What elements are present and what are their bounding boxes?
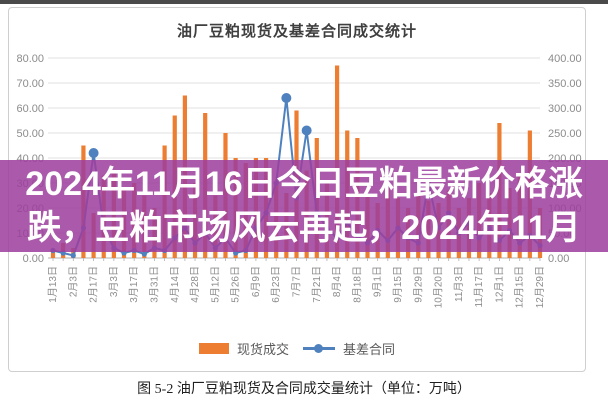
right-axis-tick: 300.00 — [548, 103, 582, 115]
x-axis-tick: 10月20日 — [433, 266, 445, 308]
left-axis-tick: 80.00 — [16, 53, 44, 65]
legend-label-basis: 基差合同 — [343, 342, 396, 357]
left-axis-tick: 70.00 — [16, 78, 44, 90]
left-axis-tick: 50.00 — [16, 128, 44, 140]
right-axis-tick: 350.00 — [548, 78, 582, 90]
marker — [70, 252, 76, 259]
x-axis-tick: 5月26日 — [230, 266, 242, 303]
x-axis-tick: 5月12日 — [209, 266, 221, 303]
x-axis-tick: 2月3日 — [67, 266, 79, 297]
left-axis-tick: 0.00 — [23, 253, 44, 265]
marker — [88, 148, 99, 158]
x-axis-tick: 9月29日 — [412, 266, 424, 303]
x-axis-tick: 6月23日 — [270, 266, 282, 303]
marker — [301, 125, 312, 136]
x-axis-tick: 9月15日 — [392, 266, 404, 303]
marker — [281, 93, 292, 103]
right-axis-tick: 250.00 — [548, 128, 582, 140]
x-axis-tick: 3月31日 — [148, 266, 160, 303]
headline-overlay: 2024年11月16日今日豆粕最新价格涨 跌，豆粕市场风云再起，2024年11月 — [0, 160, 608, 252]
bar-series-swatch — [198, 343, 229, 354]
legend-item-basis: 基差合同 — [303, 339, 395, 358]
x-axis-tick: 8月18日 — [351, 266, 363, 303]
legend-label-spot: 现货成交 — [236, 342, 289, 357]
x-axis-tick: 4月28日 — [189, 266, 201, 303]
left-axis-tick: 60.00 — [16, 103, 44, 115]
figure-caption: 图 5-2 油厂豆粕现货及合同成交量统计（单位：万吨） — [137, 382, 471, 397]
x-axis-tick: 2月17日 — [88, 266, 100, 303]
x-axis-tick: 7月21日 — [311, 266, 323, 303]
right-axis-tick: 0.00 — [548, 253, 569, 265]
x-axis-tick: 12月29日 — [534, 266, 546, 308]
x-axis-tick: 11月3日 — [453, 266, 465, 302]
x-axis-tick: 6月9日 — [250, 266, 262, 297]
x-axis-tick: 7月7日 — [291, 266, 303, 297]
right-axis-tick: 400.00 — [548, 53, 582, 65]
x-axis-tick: 3月3日 — [108, 266, 120, 297]
chart-legend: 现货成交 基差合同 — [8, 339, 586, 358]
headline-line-2: 跌，豆粕市场风云再起，2024年11月 — [27, 209, 581, 247]
x-axis-tick: 8月4日 — [331, 266, 343, 297]
x-axis-tick: 4月14日 — [169, 266, 181, 303]
browser-chrome-strip — [0, 0, 608, 4]
x-axis-tick: 12月1日 — [493, 266, 505, 303]
x-axis-tick: 11月17日 — [473, 266, 485, 308]
legend-item-spot: 现货成交 — [198, 339, 289, 358]
x-axis-tick: 9月1日 — [372, 266, 384, 297]
bar — [50, 250, 56, 258]
headline-line-1: 2024年11月16日今日豆粕最新价格涨 — [25, 165, 583, 203]
x-axis: 1月13日 2月3日 2月17日 3月3日 3月17日 3月31日 4月14日 4月28日 5月… — [47, 258, 546, 308]
marker — [141, 251, 147, 257]
x-axis-tick: 1月13日 — [47, 266, 59, 303]
x-axis-tick: 12月15日 — [514, 266, 526, 308]
chart-title: 油厂豆粕现货及基差合同成交统计 — [176, 23, 417, 40]
x-axis-tick: 3月17日 — [128, 266, 140, 303]
line-series-swatch — [303, 343, 335, 354]
